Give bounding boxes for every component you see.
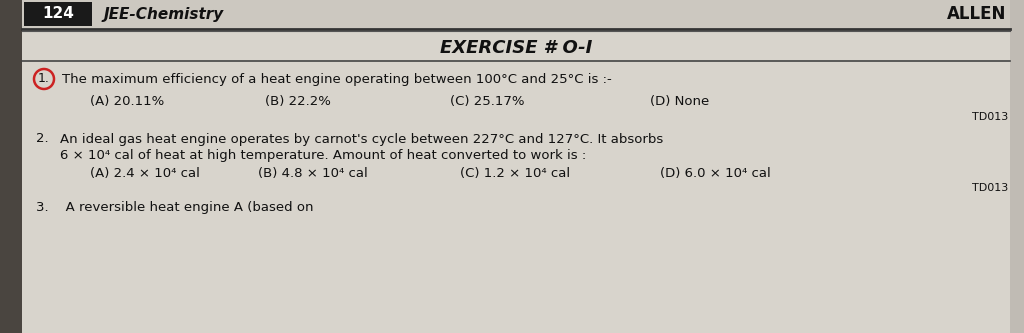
Text: TD013: TD013 xyxy=(972,112,1008,122)
Text: (B) 22.2%: (B) 22.2% xyxy=(265,95,331,108)
Text: The maximum efficiency of a heat engine operating between 100°C and 25°C is :-: The maximum efficiency of a heat engine … xyxy=(62,73,611,86)
FancyBboxPatch shape xyxy=(22,0,1010,333)
Text: TD013: TD013 xyxy=(972,183,1008,193)
Text: 2.: 2. xyxy=(36,133,48,146)
Text: JEE-Chemistry: JEE-Chemistry xyxy=(104,7,224,22)
FancyBboxPatch shape xyxy=(0,0,22,333)
FancyBboxPatch shape xyxy=(24,2,92,26)
Text: 3.    A reversible heat engine A (based on: 3. A reversible heat engine A (based on xyxy=(36,201,313,214)
Text: (D) 6.0 × 10⁴ cal: (D) 6.0 × 10⁴ cal xyxy=(660,166,771,179)
Text: ALLEN: ALLEN xyxy=(946,5,1006,23)
Text: (A) 20.11%: (A) 20.11% xyxy=(90,95,164,108)
Text: (B) 4.8 × 10⁴ cal: (B) 4.8 × 10⁴ cal xyxy=(258,166,368,179)
Text: An ideal gas heat engine operates by carnot's cycle between 227°C and 127°C. It : An ideal gas heat engine operates by car… xyxy=(60,133,664,146)
Text: (C) 1.2 × 10⁴ cal: (C) 1.2 × 10⁴ cal xyxy=(460,166,570,179)
Text: (A) 2.4 × 10⁴ cal: (A) 2.4 × 10⁴ cal xyxy=(90,166,200,179)
Text: 6 × 10⁴ cal of heat at high temperature. Amount of heat converted to work is :: 6 × 10⁴ cal of heat at high temperature.… xyxy=(60,150,587,163)
Text: (C) 25.17%: (C) 25.17% xyxy=(450,95,524,108)
FancyBboxPatch shape xyxy=(22,0,1010,28)
Text: (D) None: (D) None xyxy=(650,95,710,108)
Text: EXERCISE # O-I: EXERCISE # O-I xyxy=(440,39,592,57)
FancyBboxPatch shape xyxy=(1010,0,1024,333)
Text: 124: 124 xyxy=(42,7,74,22)
Text: 1.: 1. xyxy=(38,73,50,86)
